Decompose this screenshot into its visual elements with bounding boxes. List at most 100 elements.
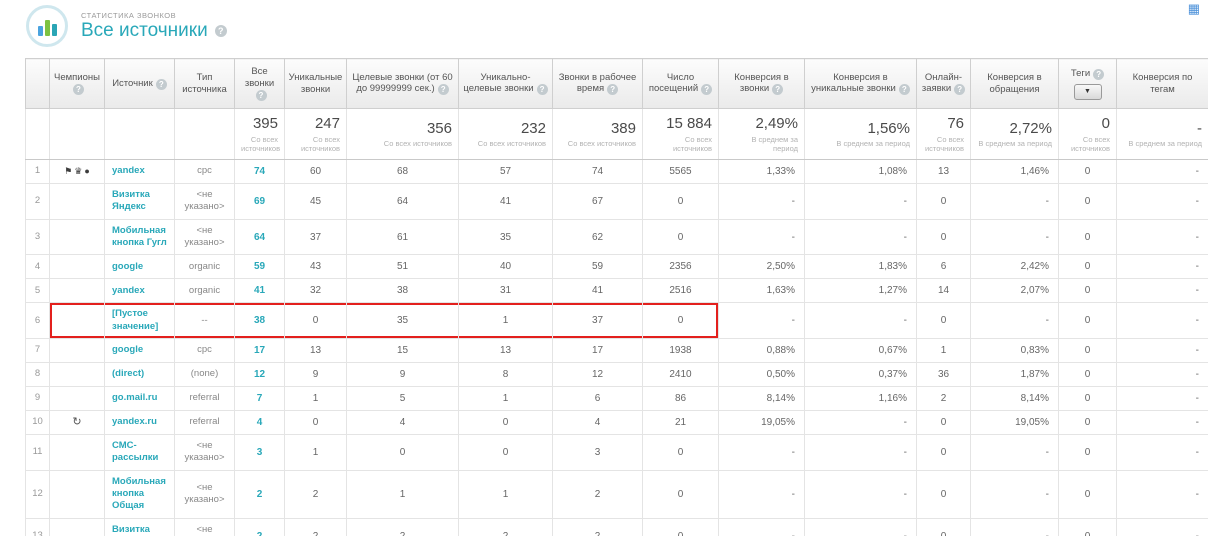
summary-caption: В среднем за период [1128, 139, 1202, 149]
cell-calls[interactable]: 7 [234, 386, 285, 412]
refresh-icon[interactable]: ↻ [72, 416, 82, 429]
cell-target_calls: 51 [346, 254, 459, 280]
col-header-source[interactable]: Источник? [104, 58, 175, 109]
cell-visits: 0 [642, 517, 719, 536]
tags-filter-dropdown-button[interactable]: ▼ [1073, 83, 1102, 100]
help-icon[interactable]: ? [898, 84, 910, 96]
cell-calls[interactable]: 38 [234, 302, 285, 340]
cell-online_requests: 0 [916, 469, 971, 519]
cell-source[interactable]: Мобильная кнопка Гугл [104, 218, 175, 256]
cell-work_time_calls: 41 [552, 278, 643, 304]
col-header-num[interactable] [25, 58, 50, 109]
cell-source[interactable]: СМС-рассылки [104, 434, 175, 471]
columns-settings-icon[interactable]: ▦ [1187, 1, 1200, 16]
cell-source[interactable]: Мобильная кнопка Общая [104, 469, 175, 519]
table-row: 4 google organic 59 43 51 40 59 2356 2,50% 1,83% 6 2… [25, 254, 1208, 280]
cell-calls[interactable]: 2 [234, 517, 285, 536]
col-header-conv_calls[interactable]: Конверсия в звонки? [718, 58, 805, 109]
col-header-conv_by_tags[interactable]: Конверсия по тегам [1116, 58, 1208, 109]
cell-target_calls: 68 [346, 159, 459, 184]
help-icon[interactable]: ? [954, 84, 966, 96]
help-icon[interactable]: ? [772, 84, 784, 96]
cell-conv_by_tags: - [1116, 159, 1208, 184]
summary-caption: Со всех источников [241, 134, 281, 154]
cell-target_calls: 0 [346, 434, 459, 471]
cell-tags: 0 [1058, 159, 1117, 184]
cell-calls[interactable]: 64 [234, 218, 285, 256]
cell-conv_appeals: - [970, 434, 1059, 471]
help-icon[interactable]: ? [607, 84, 619, 96]
help-icon[interactable]: ? [1093, 68, 1105, 80]
cell-type: referral [174, 386, 235, 412]
help-icon[interactable]: ? [255, 90, 267, 102]
summary-work_time_calls: 389 Со всех источников [552, 108, 643, 160]
cell-online_requests: 0 [916, 218, 971, 256]
cell-source[interactable]: [Пустое значение] [104, 302, 175, 340]
table-row: 9 go.mail.ru referral 7 1 5 1 6 86 8,14% 1,16% 2 8,1… [25, 386, 1208, 412]
cell-source[interactable]: Визитка Гугл [104, 517, 175, 536]
cell-calls[interactable]: 41 [234, 278, 285, 304]
help-icon[interactable]: ? [701, 84, 713, 96]
col-header-work_time_calls[interactable]: Звонки в рабочее время? [552, 58, 643, 109]
col-header-online_requests[interactable]: Онлайн-заявки? [916, 58, 971, 109]
col-header-conv_appeals[interactable]: Конверсия в обращения [970, 58, 1059, 109]
col-header-target_calls[interactable]: Целевые звонки (от 60 до 99999999 сек.)? [346, 58, 459, 109]
cell-calls[interactable]: 4 [234, 410, 285, 436]
cell-conv_by_tags: - [1116, 517, 1208, 536]
cell-source[interactable]: google [104, 254, 175, 280]
col-header-label: Целевые звонки (от 60 до 99999999 сек.) [352, 71, 453, 95]
col-header-calls[interactable]: Все звонки? [234, 58, 285, 109]
col-header-unique_calls[interactable]: Уникальные звонки [284, 58, 347, 109]
cell-unique_target_calls: 1 [458, 469, 553, 519]
cell-calls[interactable]: 3 [234, 434, 285, 471]
col-header-type[interactable]: Тип источника [174, 58, 235, 109]
col-header-conv_unique_calls[interactable]: Конверсия в уникальные звонки? [804, 58, 917, 109]
cell-calls[interactable]: 69 [234, 183, 285, 220]
col-header-unique_target_calls[interactable]: Уникально-целевые звонки? [458, 58, 553, 109]
cell-calls[interactable]: 74 [234, 159, 285, 184]
cell-conv_calls: 0,88% [718, 338, 805, 364]
col-header-champions[interactable]: Чемпионы? [49, 58, 105, 109]
cell-source[interactable]: (direct) [104, 362, 175, 388]
cell-source[interactable]: Визитка Яндекс [104, 183, 175, 220]
cell-conv_by_tags: - [1116, 469, 1208, 519]
cell-source[interactable]: google [104, 338, 175, 364]
cell-online_requests: 1 [916, 338, 971, 364]
cell-calls[interactable]: 12 [234, 362, 285, 388]
cell-unique_calls: 32 [284, 278, 347, 304]
cell-source[interactable]: go.mail.ru [104, 386, 175, 412]
cell-target_calls: 15 [346, 338, 459, 364]
cell-source[interactable]: yandex.ru [104, 410, 175, 436]
col-header-label: Конверсия в звонки [734, 71, 789, 95]
title-block: Статистика звонков Все источники ? [81, 11, 227, 42]
summary-type [174, 108, 235, 160]
cell-source[interactable]: yandex [104, 159, 175, 184]
help-icon[interactable]: ? [437, 84, 449, 96]
cell-online_requests: 0 [916, 517, 971, 536]
cell-conv_appeals: 2,07% [970, 278, 1059, 304]
help-icon[interactable]: ? [73, 84, 84, 96]
cell-calls[interactable]: 17 [234, 338, 285, 364]
cell-type: -- [174, 302, 235, 340]
title-help-icon[interactable]: ? [214, 24, 227, 37]
cell-champions: ↻ [49, 410, 105, 436]
cell-source[interactable]: yandex [104, 278, 175, 304]
cell-calls[interactable]: 2 [234, 469, 285, 519]
cell-unique_calls: 0 [284, 410, 347, 436]
col-header-tags[interactable]: Теги? ▼ [1058, 58, 1117, 109]
help-icon[interactable]: ? [155, 78, 167, 90]
help-icon[interactable]: ? [536, 84, 548, 96]
summary-conv_unique_calls: 1,56% В среднем за период [804, 108, 917, 160]
summary-caption: Со всех источников [300, 134, 340, 154]
summary-value: 232 [520, 119, 546, 137]
cell-conv_appeals: - [970, 302, 1059, 340]
cell-num: 3 [25, 218, 50, 256]
cell-conv_appeals: 8,14% [970, 386, 1059, 412]
col-header-visits[interactable]: Число посещений? [642, 58, 719, 109]
col-header-label: Все звонки [244, 65, 275, 89]
summary-unique_target_calls: 232 Со всех источников [458, 108, 553, 160]
cell-conv_unique_calls: - [804, 183, 917, 220]
cell-calls[interactable]: 59 [234, 254, 285, 280]
summary-conv_by_tags: - В среднем за период [1116, 108, 1208, 160]
cell-champions [49, 469, 105, 519]
